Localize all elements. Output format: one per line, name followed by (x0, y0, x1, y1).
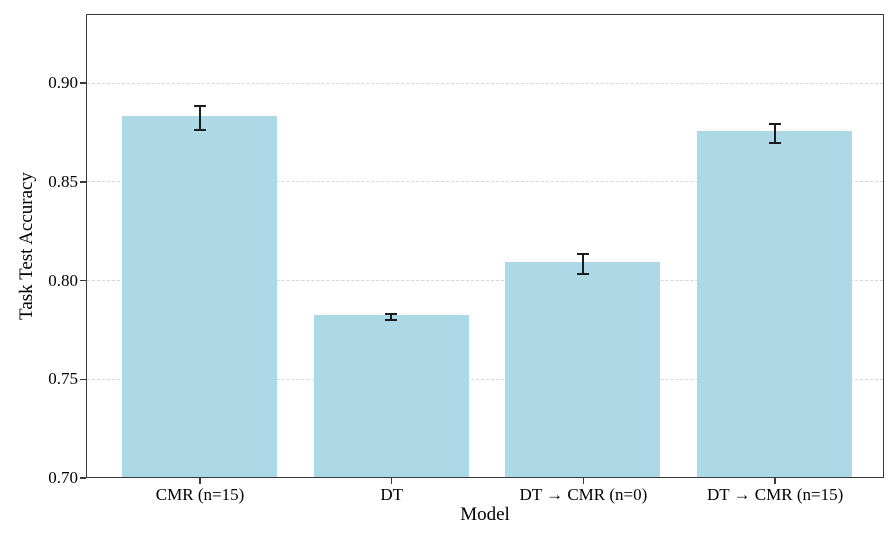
y-tick-mark (80, 279, 86, 282)
x-tick-mark (774, 478, 776, 484)
x-tick-mark (199, 478, 201, 484)
error-bar-cap (193, 104, 206, 107)
gridline (87, 82, 883, 84)
error-bar-cap (385, 319, 398, 322)
x-tick-label: CMR (n=15) (155, 485, 245, 504)
y-tick-label: 0.70 (48, 468, 78, 487)
y-tick-mark (80, 82, 86, 84)
error-bar-cap (193, 128, 206, 131)
x-tick-mark (390, 478, 393, 484)
bar (313, 315, 469, 477)
error-bar-cap (576, 272, 589, 275)
y-tick-label: 0.75 (48, 369, 78, 389)
gridline (87, 181, 883, 183)
y-tick-mark (80, 181, 86, 183)
error-bar (198, 105, 201, 130)
y-tick-mark (80, 378, 86, 381)
y-tick-mark (80, 477, 86, 479)
x-tick-label: DT → CMR (n=0) (519, 485, 648, 504)
error-bar-cap (768, 142, 781, 145)
y-axis-title: Task Test Accuracy (16, 172, 37, 320)
bar (697, 131, 853, 477)
x-tick-mark (582, 478, 585, 484)
error-bar-cap (576, 252, 589, 255)
y-tick-label: 0.80 (48, 270, 78, 290)
bar (122, 115, 277, 477)
y-tick-label: 0.90 (48, 73, 78, 93)
error-bar (773, 123, 776, 144)
gridline (87, 378, 883, 380)
plot-area (86, 14, 884, 478)
x-axis-title: Model (460, 504, 510, 525)
bar (505, 261, 661, 477)
error-bar-cap (768, 122, 781, 125)
error-bar (581, 253, 584, 274)
y-tick-label: 0.85 (48, 171, 78, 191)
error-bar-cap (385, 313, 398, 316)
gridline (87, 280, 883, 282)
error-bar (390, 314, 393, 321)
x-tick-label: DT (380, 485, 404, 504)
x-tick-label: DT → CMR (n=15) (706, 485, 844, 504)
